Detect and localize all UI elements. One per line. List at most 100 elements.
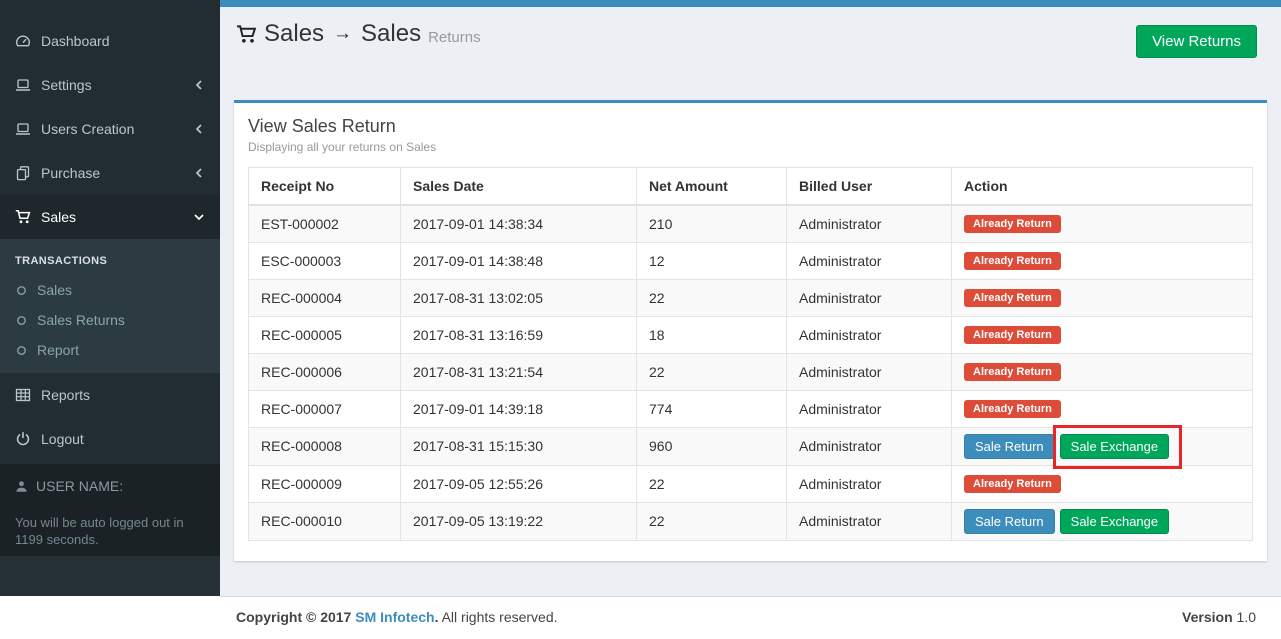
user-panel: USER NAME: You will be auto logged out i…	[0, 464, 220, 556]
table-row: REC-000007 2017-09-01 14:39:18 774 Administ…	[248, 389, 1253, 428]
sales-date-cell: 2017-09-05 12:55:26	[400, 464, 637, 503]
receipt-no-cell: REC-000005	[248, 315, 401, 354]
laptop-icon	[15, 77, 31, 93]
breadcrumb-root: Sales	[264, 20, 325, 47]
action-cell: Sale Return Sale Exchange	[951, 424, 1253, 469]
submenu-item-label: Sales	[37, 282, 73, 298]
action-cell: Already Return	[951, 464, 1253, 503]
chevron-left-icon	[193, 79, 205, 91]
billed-user-cell: Administrator	[786, 204, 952, 243]
circle-icon	[15, 344, 28, 357]
col-header-action: Action	[951, 167, 1253, 206]
submenu-item-sales-returns[interactable]: Sales Returns	[0, 305, 220, 335]
submenu-item-label: Report	[37, 342, 80, 358]
table-row: EST-000002 2017-09-01 14:38:34 210 Administ…	[248, 204, 1253, 243]
receipt-no-cell: EST-000002	[248, 204, 401, 243]
table-header-row: Receipt No Sales Date Net Amount Billed …	[248, 167, 1253, 206]
power-icon	[15, 431, 31, 447]
action-cell: Already Return	[951, 315, 1253, 354]
sidebar-item-label: Reports	[41, 387, 91, 403]
circle-icon	[15, 284, 28, 297]
action-cell: Already Return	[951, 278, 1253, 317]
already-return-badge: Already Return	[964, 400, 1061, 418]
billed-user-cell: Administrator	[786, 315, 952, 354]
action-cell: Already Return	[951, 241, 1253, 280]
page-title: Sales → Sales Returns	[236, 20, 481, 48]
panel-subtitle: Displaying all your returns on Sales	[248, 140, 437, 154]
sales-submenu: TRANSACTIONS Sales Sales Returns Report	[0, 239, 220, 373]
view-returns-button[interactable]: View Returns	[1136, 25, 1257, 58]
sale-exchange-button[interactable]: Sale Exchange	[1059, 433, 1170, 459]
net-amount-cell: 774	[636, 389, 787, 428]
receipt-no-cell: REC-000009	[248, 464, 401, 503]
already-return-badge: Already Return	[964, 289, 1061, 307]
already-return-badge: Already Return	[964, 215, 1061, 234]
table-row: REC-000010 2017-09-05 13:19:22 22 Administr…	[248, 501, 1253, 541]
receipt-no-cell: REC-000004	[248, 278, 401, 317]
action-cell: Sale Return Sale Exchange	[951, 501, 1253, 541]
table-row: ESC-000003 2017-09-01 14:38:48 12 Administr…	[248, 241, 1253, 280]
sales-date-cell: 2017-08-31 15:15:30	[400, 426, 637, 466]
sales-date-cell: 2017-08-31 13:02:05	[400, 278, 637, 317]
sidebar-item-settings[interactable]: Settings	[0, 63, 220, 107]
billed-user-cell: Administrator	[786, 352, 952, 391]
sidebar-item-users-creation[interactable]: Users Creation	[0, 107, 220, 151]
highlight-annotation: Sale Exchange	[1052, 424, 1183, 469]
net-amount-cell: 210	[636, 204, 787, 243]
sales-date-cell: 2017-09-05 13:19:22	[400, 501, 637, 541]
billed-user-cell: Administrator	[786, 464, 952, 503]
cart-icon	[236, 24, 257, 45]
billed-user-cell: Administrator	[786, 241, 952, 280]
user-icon	[15, 480, 28, 493]
billed-user-cell: Administrator	[786, 501, 952, 541]
sidebar-item-logout[interactable]: Logout	[0, 417, 220, 461]
submenu-item-sales[interactable]: Sales	[0, 275, 220, 305]
submenu-item-label: Sales Returns	[37, 312, 125, 328]
gauge-icon	[15, 33, 31, 49]
col-header-receipt-no: Receipt No	[248, 167, 401, 206]
main-content: Sales → Sales Returns View Returns View …	[220, 0, 1281, 596]
sidebar-item-label: Logout	[41, 431, 84, 447]
sidebar-item-sales[interactable]: Sales	[0, 195, 220, 239]
sidebar-item-dashboard[interactable]: Dashboard	[0, 19, 220, 63]
col-header-billed-user: Billed User	[786, 167, 952, 206]
sales-date-cell: 2017-08-31 13:16:59	[400, 315, 637, 354]
submenu-item-report[interactable]: Report	[0, 335, 220, 365]
net-amount-cell: 12	[636, 241, 787, 280]
submenu-header: TRANSACTIONS	[15, 255, 108, 267]
company-link[interactable]: SM Infotech	[355, 609, 435, 625]
net-amount-cell: 22	[636, 278, 787, 317]
already-return-badge: Already Return	[964, 475, 1061, 493]
user-name-label: USER NAME:	[36, 478, 124, 494]
panel-title: View Sales Return	[248, 116, 396, 136]
sales-date-cell: 2017-09-01 14:38:34	[400, 204, 637, 243]
circle-icon	[15, 314, 28, 327]
sidebar-item-reports[interactable]: Reports	[0, 373, 220, 417]
cart-icon	[15, 209, 31, 225]
receipt-no-cell: REC-000008	[248, 426, 401, 466]
chevron-down-icon	[193, 211, 205, 223]
chevron-left-icon	[193, 167, 205, 179]
sidebar-item-label: Sales	[41, 209, 77, 225]
sale-return-button[interactable]: Sale Return	[964, 433, 1055, 459]
receipt-no-cell: REC-000007	[248, 389, 401, 428]
sale-return-button[interactable]: Sale Return	[964, 508, 1055, 534]
billed-user-cell: Administrator	[786, 426, 952, 466]
col-header-net-amount: Net Amount	[636, 167, 787, 206]
sidebar: Dashboard Settings Users Creation Purcha…	[0, 0, 220, 596]
sidebar-item-label: Settings	[41, 77, 92, 93]
sales-date-cell: 2017-09-01 14:39:18	[400, 389, 637, 428]
chevron-left-icon	[193, 123, 205, 135]
breadcrumb-sub: Returns	[428, 28, 481, 46]
table-row: REC-000006 2017-08-31 13:21:54 22 Administr…	[248, 352, 1253, 391]
net-amount-cell: 22	[636, 501, 787, 541]
already-return-badge: Already Return	[964, 363, 1061, 381]
sale-exchange-button[interactable]: Sale Exchange	[1059, 508, 1170, 534]
sidebar-item-purchase[interactable]: Purchase	[0, 151, 220, 195]
sales-return-panel: View Sales Return Displaying all your re…	[234, 100, 1267, 561]
net-amount-cell: 960	[636, 426, 787, 466]
sales-return-table: Receipt No Sales Date Net Amount Billed …	[248, 167, 1253, 541]
auto-logout-note: You will be auto logged out in 1199 seco…	[15, 515, 184, 547]
table-icon	[15, 387, 31, 403]
